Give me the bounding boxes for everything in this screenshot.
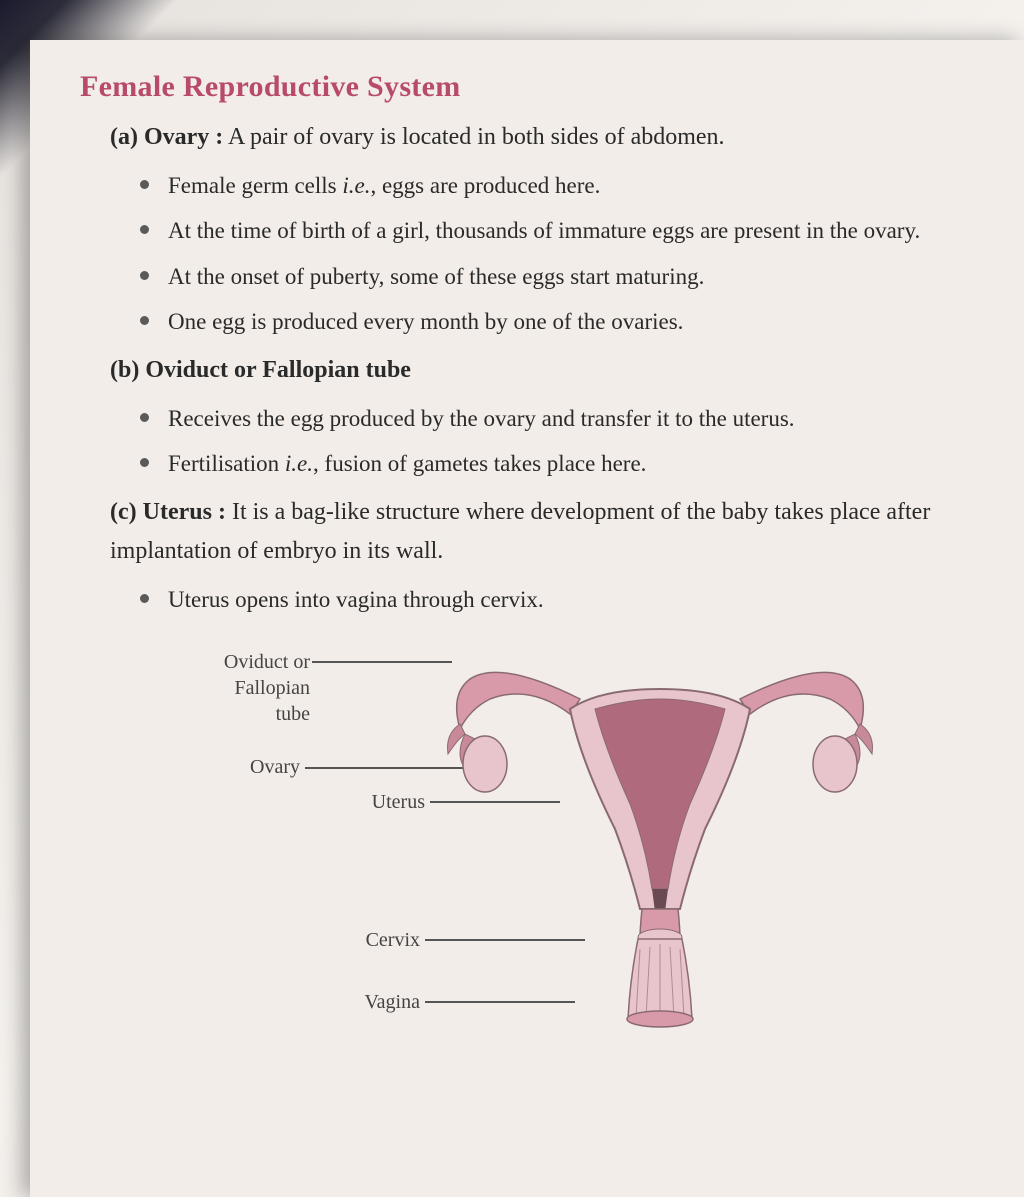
bullet-b-0: Receives the egg produced by the ovary a…: [140, 399, 1004, 438]
section-b-title: Oviduct or Fallopian tube: [145, 357, 411, 383]
bullet-b-1: Fertilisation i.e., fusion of gametes ta…: [140, 444, 1004, 483]
section-b-label: (b): [110, 357, 139, 383]
section-c-desc: It is a bag-like structure where develop…: [110, 499, 930, 563]
section-a-line: (a) Ovary : A pair of ovary is located i…: [110, 118, 1004, 156]
heading-text: Female Reproductive System: [80, 70, 461, 103]
bullet-a-0: Female germ cells i.e., eggs are produce…: [140, 166, 1004, 205]
label-ovary: Ovary: [230, 754, 300, 780]
diagram-svg: [440, 639, 880, 1039]
label-vagina: Vagina: [350, 989, 420, 1015]
section-a-desc: A pair of ovary is located in both sides…: [228, 124, 725, 150]
section-a: (a) Ovary : A pair of ovary is located i…: [80, 118, 1004, 341]
section-c-bullets: Uterus opens into vagina through cervix.: [140, 580, 1004, 619]
section-c: (c) Uterus : It is a bag-like structure …: [80, 493, 1004, 619]
bullet-c-0: Uterus opens into vagina through cervix.: [140, 580, 1004, 619]
page-content: Female Reproductive System (a) Ovary : A…: [30, 40, 1024, 1197]
bullet-a-3: One egg is produced every month by one o…: [140, 302, 1004, 341]
label-uterus: Uterus: [355, 789, 425, 815]
section-c-label: (c): [110, 499, 137, 525]
bullet-a-1: At the time of birth of a girl, thousand…: [140, 211, 1004, 250]
section-b-line: (b) Oviduct or Fallopian tube: [110, 351, 1004, 389]
section-a-title: Ovary :: [144, 124, 223, 150]
section-c-title: Uterus :: [143, 499, 226, 525]
bullet-a-2: At the onset of puberty, some of these e…: [140, 257, 1004, 296]
reproductive-diagram: Oviduct or Fallopian tube Ovary Uterus C…: [200, 639, 900, 1039]
section-a-bullets: Female germ cells i.e., eggs are produce…: [140, 166, 1004, 340]
leader-oviduct: [312, 661, 452, 663]
label-oviduct: Oviduct or Fallopian tube: [200, 649, 310, 727]
main-heading: Female Reproductive System: [80, 70, 1004, 104]
section-b-bullets: Receives the egg produced by the ovary a…: [140, 399, 1004, 483]
section-b: (b) Oviduct or Fallopian tube Receives t…: [80, 351, 1004, 484]
label-cervix: Cervix: [350, 927, 420, 953]
section-a-label: (a): [110, 124, 138, 150]
section-c-line: (c) Uterus : It is a bag-like structure …: [110, 493, 1004, 570]
